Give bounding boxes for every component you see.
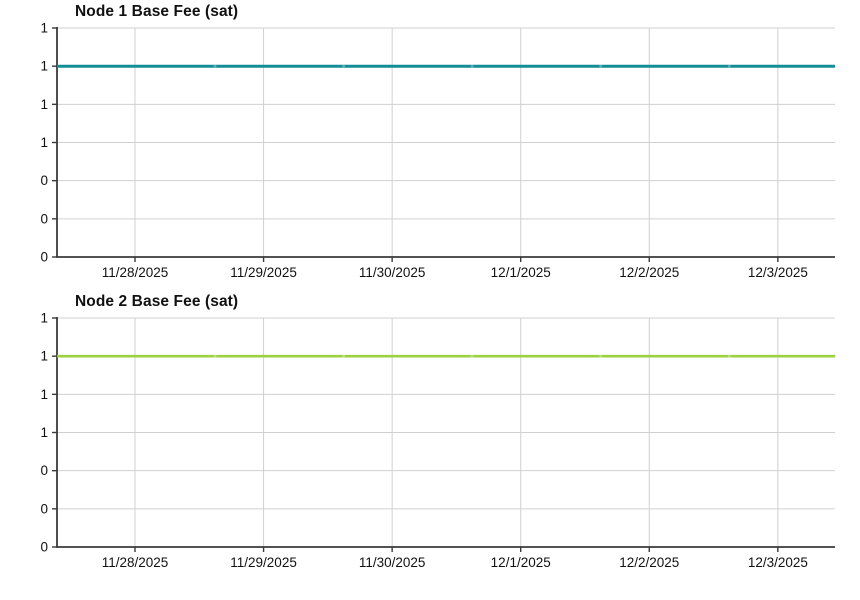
- series-point-marker: [599, 354, 603, 358]
- x-tick-label: 12/2/2025: [619, 555, 679, 570]
- y-tick-label: 1: [40, 311, 48, 326]
- series-point-marker: [470, 64, 474, 68]
- node-2-chart: 11/28/2025 11/29/2025 11/30/2025 12/1/2025 1…: [0, 290, 860, 575]
- y-tick-label: 1: [40, 349, 48, 364]
- series-point-marker: [727, 64, 731, 68]
- node-1-chart-title: Node 1 Base Fee (sat): [75, 3, 239, 20]
- y-tick-label: 0: [40, 211, 48, 226]
- y-tick-label: 0: [40, 463, 48, 478]
- series-point-marker: [213, 64, 217, 68]
- y-tick-label: 1: [40, 425, 48, 440]
- y-tick-label: 1: [40, 387, 48, 402]
- node-1-chart-canvas: 11/28/2025 11/29/2025 11/30/2025 12/1/2025 1…: [40, 21, 835, 280]
- x-tick-label: 11/30/2025: [359, 265, 426, 280]
- series-point-marker: [727, 354, 731, 358]
- y-tick-label: 0: [40, 501, 48, 516]
- y-tick-label: 1: [40, 97, 48, 112]
- x-tick-label: 11/29/2025: [230, 555, 297, 570]
- node-2-chart-canvas: 11/28/2025 11/29/2025 11/30/2025 12/1/2025 1…: [40, 311, 835, 570]
- node-1-chart: 11/28/2025 11/29/2025 11/30/2025 12/1/2025 1…: [0, 0, 860, 285]
- y-tick-label: 0: [40, 540, 48, 555]
- x-tick-label: 12/3/2025: [748, 555, 808, 570]
- y-tick-label: 1: [40, 21, 48, 36]
- x-tick-label: 11/29/2025: [230, 265, 297, 280]
- series-point-marker: [599, 64, 603, 68]
- x-tick-label: 12/1/2025: [491, 265, 551, 280]
- series-point-marker: [470, 354, 474, 358]
- node-2-chart-title: Node 2 Base Fee (sat): [75, 293, 239, 310]
- series-point-marker: [213, 354, 217, 358]
- x-tick-label: 12/3/2025: [748, 265, 808, 280]
- x-tick-label: 12/2/2025: [619, 265, 679, 280]
- y-tick-label: 0: [40, 173, 48, 188]
- y-tick-label: 0: [40, 250, 48, 265]
- y-tick-label: 1: [40, 135, 48, 150]
- x-tick-label: 11/30/2025: [359, 555, 426, 570]
- series-point-marker: [342, 64, 346, 68]
- y-tick-label: 1: [40, 59, 48, 74]
- x-tick-label: 11/28/2025: [102, 555, 169, 570]
- series-point-marker: [342, 354, 346, 358]
- x-tick-label: 11/28/2025: [102, 265, 169, 280]
- x-tick-label: 12/1/2025: [491, 555, 551, 570]
